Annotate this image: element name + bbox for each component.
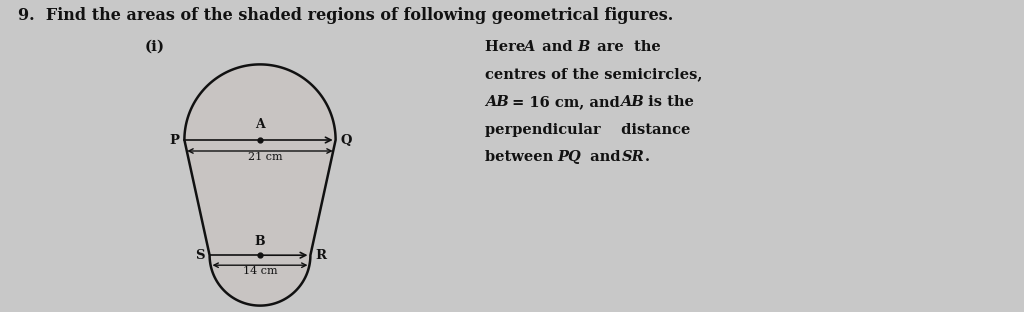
Text: and: and <box>537 40 578 54</box>
Text: A: A <box>255 118 265 131</box>
Text: A: A <box>523 40 535 54</box>
Text: AB: AB <box>485 95 509 109</box>
Text: 14 cm: 14 cm <box>243 266 278 276</box>
Text: B: B <box>577 40 590 54</box>
Text: (i): (i) <box>145 40 165 54</box>
Text: 9.  Find the areas of the shaded regions of following geometrical figures.: 9. Find the areas of the shaded regions … <box>18 7 673 24</box>
Text: perpendicular    distance: perpendicular distance <box>485 123 690 137</box>
Text: R: R <box>315 249 327 262</box>
Text: B: B <box>255 235 265 248</box>
Text: centres of the semicircles,: centres of the semicircles, <box>485 67 702 81</box>
Text: = 16 cm, and: = 16 cm, and <box>507 95 625 109</box>
Text: 21 cm: 21 cm <box>248 152 283 162</box>
Text: Q: Q <box>341 134 352 147</box>
Text: and: and <box>585 150 626 164</box>
Text: is the: is the <box>643 95 694 109</box>
Text: between: between <box>485 150 558 164</box>
Text: PQ: PQ <box>557 150 581 164</box>
Text: .: . <box>645 150 650 164</box>
Text: P: P <box>169 134 179 147</box>
Polygon shape <box>184 64 336 305</box>
Text: are  the: are the <box>592 40 660 54</box>
Text: S: S <box>196 249 205 262</box>
Text: AB: AB <box>620 95 644 109</box>
Text: Here: Here <box>485 40 530 54</box>
Text: SR: SR <box>622 150 645 164</box>
